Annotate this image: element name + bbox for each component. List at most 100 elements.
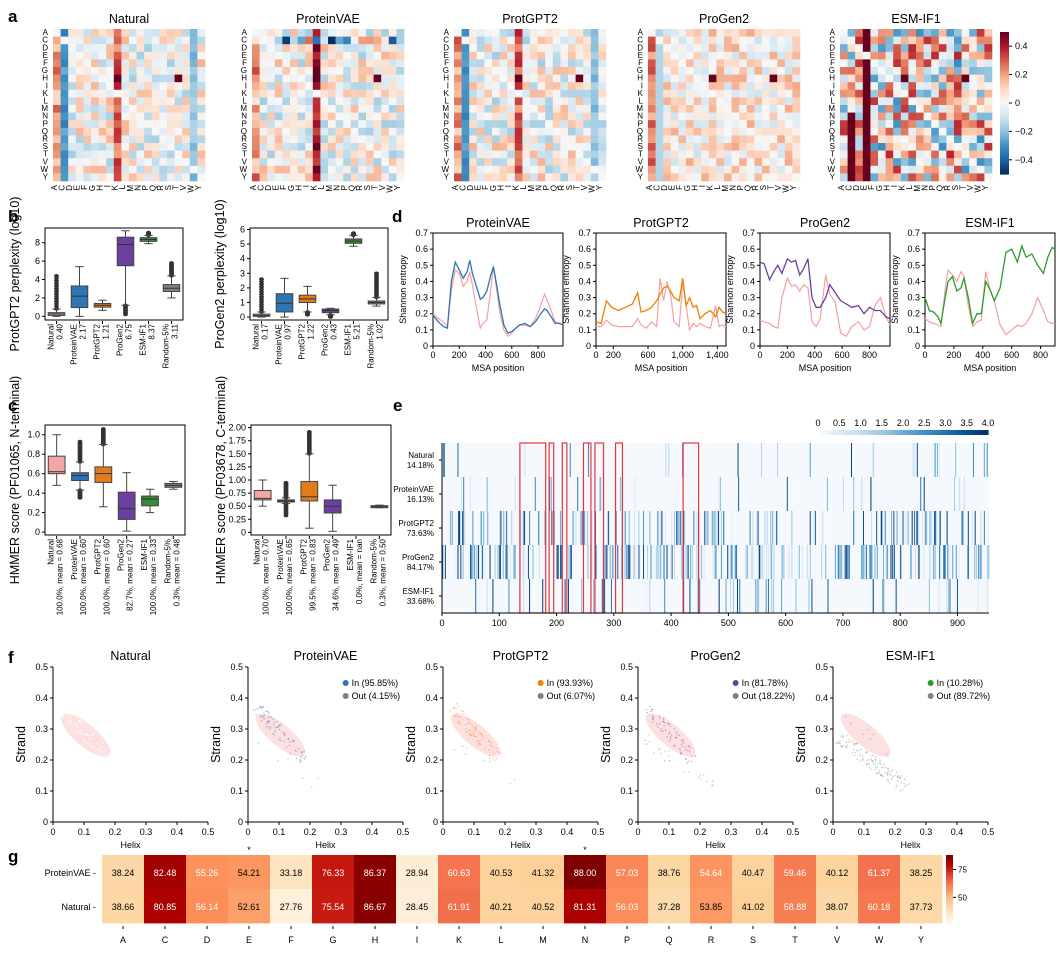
in-point [498,751,501,754]
heatmap-cell [312,173,321,182]
heatmap-cell [878,165,886,174]
natural-point [96,742,98,744]
heatmap-cell [545,127,554,136]
heatmap-cell [297,36,306,45]
heatmap-cell [878,89,886,98]
heatmap-cell [373,150,382,159]
heatmap-cell [976,36,985,45]
heatmap-cell [908,29,917,37]
heatmap-cell [274,44,283,53]
heatmap-cell [862,105,871,113]
heatmap-cell [774,889,817,924]
cell-value: 59.46 [784,868,807,878]
heatmap-cell [954,150,962,159]
heatmap-cell [583,112,592,121]
col-tick-label: L [905,184,914,189]
heatmap-cell [974,511,976,545]
category-value: 2.17 [79,323,88,339]
heatmap-cell [595,545,597,579]
heatmap-cell [182,173,191,182]
in-point [694,755,696,757]
heatmap-cell [560,51,569,60]
in-point [253,709,255,712]
heatmap-cell [700,545,702,579]
heatmap-cell [658,545,660,579]
heatmap-cell [855,74,864,83]
heatmap-cell [923,477,925,511]
heatmap-cell [461,82,470,91]
row-percentage: 33.68% [407,597,434,606]
colorbar-segment [1000,79,1009,83]
heatmap-cell [75,105,84,113]
out-point [879,759,881,761]
x-tick-label: 800 [862,350,877,360]
heatmap-cell [484,165,493,174]
cell-value: 40.53 [490,868,513,878]
heatmap-cell [648,82,656,91]
heatmap-cell [75,97,84,106]
y-tick-label: 0 [240,312,245,322]
heatmap-cell [739,36,748,45]
heatmap-cell [984,29,993,37]
scatter-protgpt2: ProtGPT2000.10.10.20.20.30.30.40.40.50.5… [404,649,604,850]
heatmap-cell [83,44,92,53]
heatmap-cell [648,165,656,174]
heatmap-cell [252,97,260,106]
row-percentage: 73.63% [407,529,434,538]
heatmap-cell [267,120,276,129]
heatmap-cell [983,511,985,545]
legend-marker [732,680,739,686]
row-tick-label: Q [42,127,48,136]
heatmap-cell [358,158,367,167]
out-point [887,780,889,782]
heatmap-cell [575,127,584,136]
heatmap-cell [484,173,493,182]
heatmap-cell [159,165,168,174]
heatmap-cell [443,443,445,477]
heatmap-cell [373,143,382,151]
heatmap-cell [267,135,276,144]
heatmap-cell [716,511,718,545]
heatmap-cell [952,545,954,579]
heatmap-cell [499,165,508,174]
out-point [852,740,854,742]
heatmap-cell [743,545,745,579]
heatmap-cell [708,51,717,60]
heatmap-cell [328,74,336,83]
heatmap-esm-if1: ESM-IF1AACCDDEEFFGGHHIIKKLLMMNNPPQQRRSST… [827,12,993,193]
heatmap-cell [484,158,493,167]
heatmap-cell [507,29,516,37]
heatmap-cell [754,173,763,182]
heatmap-cell [507,127,516,136]
heatmap-cell [684,511,686,545]
heatmap-cell [635,511,637,545]
heatmap-cell [648,97,656,106]
row-percentage: 14.18% [407,461,434,470]
in-point [293,740,295,742]
heatmap-cell [552,143,561,151]
heatmap-cell [530,135,538,144]
heatmap-cell [182,51,191,60]
col-tick-label: D [660,185,669,191]
heatmap-cell [91,158,99,167]
heatmap-cell [373,59,382,68]
heatmap-cell [129,29,137,37]
heatmap-cell [312,97,321,106]
heatmap-cell [312,120,321,129]
heatmap-cell [598,135,607,144]
out-point [897,775,899,777]
heatmap-cell [522,89,531,98]
heatmap-cell [872,443,874,477]
heatmap-cell [590,36,599,45]
cell-value: 56.03 [616,902,639,912]
heatmap-cell [113,89,122,98]
heatmap-cell [946,51,955,60]
in-point [455,714,457,717]
heatmap-cell [655,127,664,136]
heatmap-cell [947,579,949,613]
heatmap-cell [893,97,902,106]
heatmap-cell [746,67,755,75]
colorbar-segment [939,430,944,435]
heatmap-cell [136,97,145,106]
heatmap-cell [290,97,298,106]
